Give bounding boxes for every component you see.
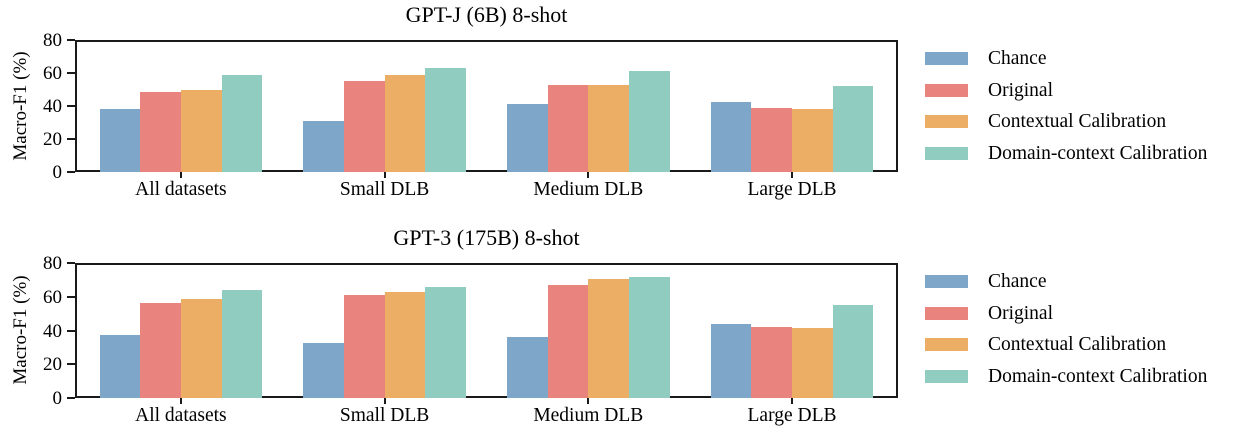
y-tick-label: 60 <box>43 286 62 308</box>
bar-domain-context-calibration <box>221 290 263 398</box>
legend-swatch-icon <box>925 275 968 289</box>
x-tick-mark <box>179 172 182 178</box>
x-tick-mark <box>791 172 793 178</box>
legend-swatch-icon <box>925 370 968 384</box>
legend-swatch-icon <box>925 338 968 352</box>
bar-contextual-calibration <box>792 109 833 172</box>
y-tick-label: 80 <box>43 253 62 274</box>
bar-chance <box>303 120 344 172</box>
bar-original <box>547 284 589 398</box>
bar-domain-context-calibration <box>221 74 263 172</box>
legend-label: Chance <box>988 271 1047 292</box>
bar-contextual-calibration <box>588 279 629 398</box>
bar-domain-context-calibration <box>832 86 874 172</box>
x-tick-label: Small DLB <box>339 405 430 426</box>
bar-chance <box>99 109 141 172</box>
x-tick-label: Medium DLB <box>533 179 644 200</box>
legend-label: Domain-context Calibration <box>988 365 1208 387</box>
y-tick-mark <box>67 397 75 399</box>
bar-contextual-calibration <box>180 299 222 398</box>
legend-label: Contextual Calibration <box>988 111 1167 133</box>
y-tick-mark <box>67 363 75 366</box>
bar-chance <box>506 337 548 398</box>
legend-item: Domain-context Calibration <box>925 144 1207 164</box>
bar-domain-context-calibration <box>425 287 466 398</box>
x-tick-label: All datasets <box>135 405 227 426</box>
bar-contextual-calibration <box>384 75 426 172</box>
bar-domain-context-calibration <box>425 68 466 172</box>
y-tick-label: 80 <box>43 30 62 51</box>
y-tick-label: 0 <box>52 388 63 409</box>
bar-contextual-calibration <box>384 291 426 398</box>
y-tick-mark <box>67 295 75 298</box>
legend-swatch-icon <box>925 115 968 129</box>
y-tick-mark <box>67 105 75 107</box>
y-tick-label: 20 <box>43 354 62 376</box>
x-tick-label: All datasets <box>135 179 227 200</box>
y-tick-mark <box>67 262 75 264</box>
legend-label: Original <box>988 79 1053 101</box>
legend-item: Contextual Calibration <box>925 112 1166 132</box>
legend-label: Domain-context Calibration <box>988 142 1208 164</box>
bar-original <box>751 107 792 172</box>
bar-contextual-calibration <box>180 89 222 172</box>
bar-domain-context-calibration <box>629 276 670 398</box>
legend-swatch-icon <box>925 52 968 66</box>
legend-label: Contextual Calibration <box>988 334 1167 356</box>
y-tick-mark <box>67 329 75 332</box>
bar-domain-context-calibration <box>629 70 670 172</box>
x-tick-label: Medium DLB <box>533 405 644 426</box>
x-tick-label: Small DLB <box>339 179 430 200</box>
bar-chance <box>303 343 344 398</box>
bar-contextual-calibration <box>792 327 833 398</box>
bar-original <box>343 81 385 172</box>
y-tick-mark <box>67 171 75 173</box>
bar-domain-context-calibration <box>832 305 874 398</box>
legend-item: Contextual Calibration <box>925 335 1166 355</box>
y-tick-label: 20 <box>43 129 62 150</box>
chart-title-gptj: GPT-J (6B) 8-shot <box>405 2 568 27</box>
bar-original <box>547 85 589 172</box>
y-tick-label: 0 <box>52 162 63 183</box>
chart-title-gpt3: GPT-3 (175B) 8-shot <box>393 225 580 250</box>
y-tick-label: 40 <box>43 96 62 117</box>
y-tick-mark <box>67 138 75 140</box>
x-tick-label: Large DLB <box>747 405 837 426</box>
bar-chance <box>506 104 548 172</box>
y-tick-mark <box>67 39 75 41</box>
x-tick-mark <box>383 398 386 404</box>
bar-contextual-calibration <box>588 84 629 172</box>
x-tick-mark <box>179 398 182 404</box>
legend-item: Domain-context Calibration <box>925 367 1207 387</box>
legend-swatch-icon <box>925 306 968 320</box>
bar-chance <box>710 101 752 172</box>
legend-item: Chance <box>925 272 1046 292</box>
bar-chance <box>710 323 752 398</box>
bar-chance <box>99 334 141 398</box>
legend-label: Chance <box>988 48 1047 69</box>
legend-label: Original <box>988 302 1053 324</box>
x-tick-mark <box>587 398 590 404</box>
x-tick-mark <box>383 172 386 178</box>
bar-original <box>751 327 792 398</box>
x-tick-mark <box>791 398 793 404</box>
bar-original <box>140 91 181 172</box>
x-tick-label: Large DLB <box>747 179 837 200</box>
y-tick-label: 60 <box>43 63 62 84</box>
legend-item: Chance <box>925 49 1046 69</box>
bar-original <box>343 295 385 398</box>
y-tick-mark <box>67 72 75 74</box>
legend-swatch-icon <box>925 147 968 161</box>
legend-item: Original <box>925 81 1053 101</box>
legend-item: Original <box>925 304 1053 324</box>
legend-swatch-icon <box>925 83 968 97</box>
bar-original <box>140 302 181 398</box>
x-tick-mark <box>587 172 590 178</box>
y-tick-label: 40 <box>43 320 62 342</box>
